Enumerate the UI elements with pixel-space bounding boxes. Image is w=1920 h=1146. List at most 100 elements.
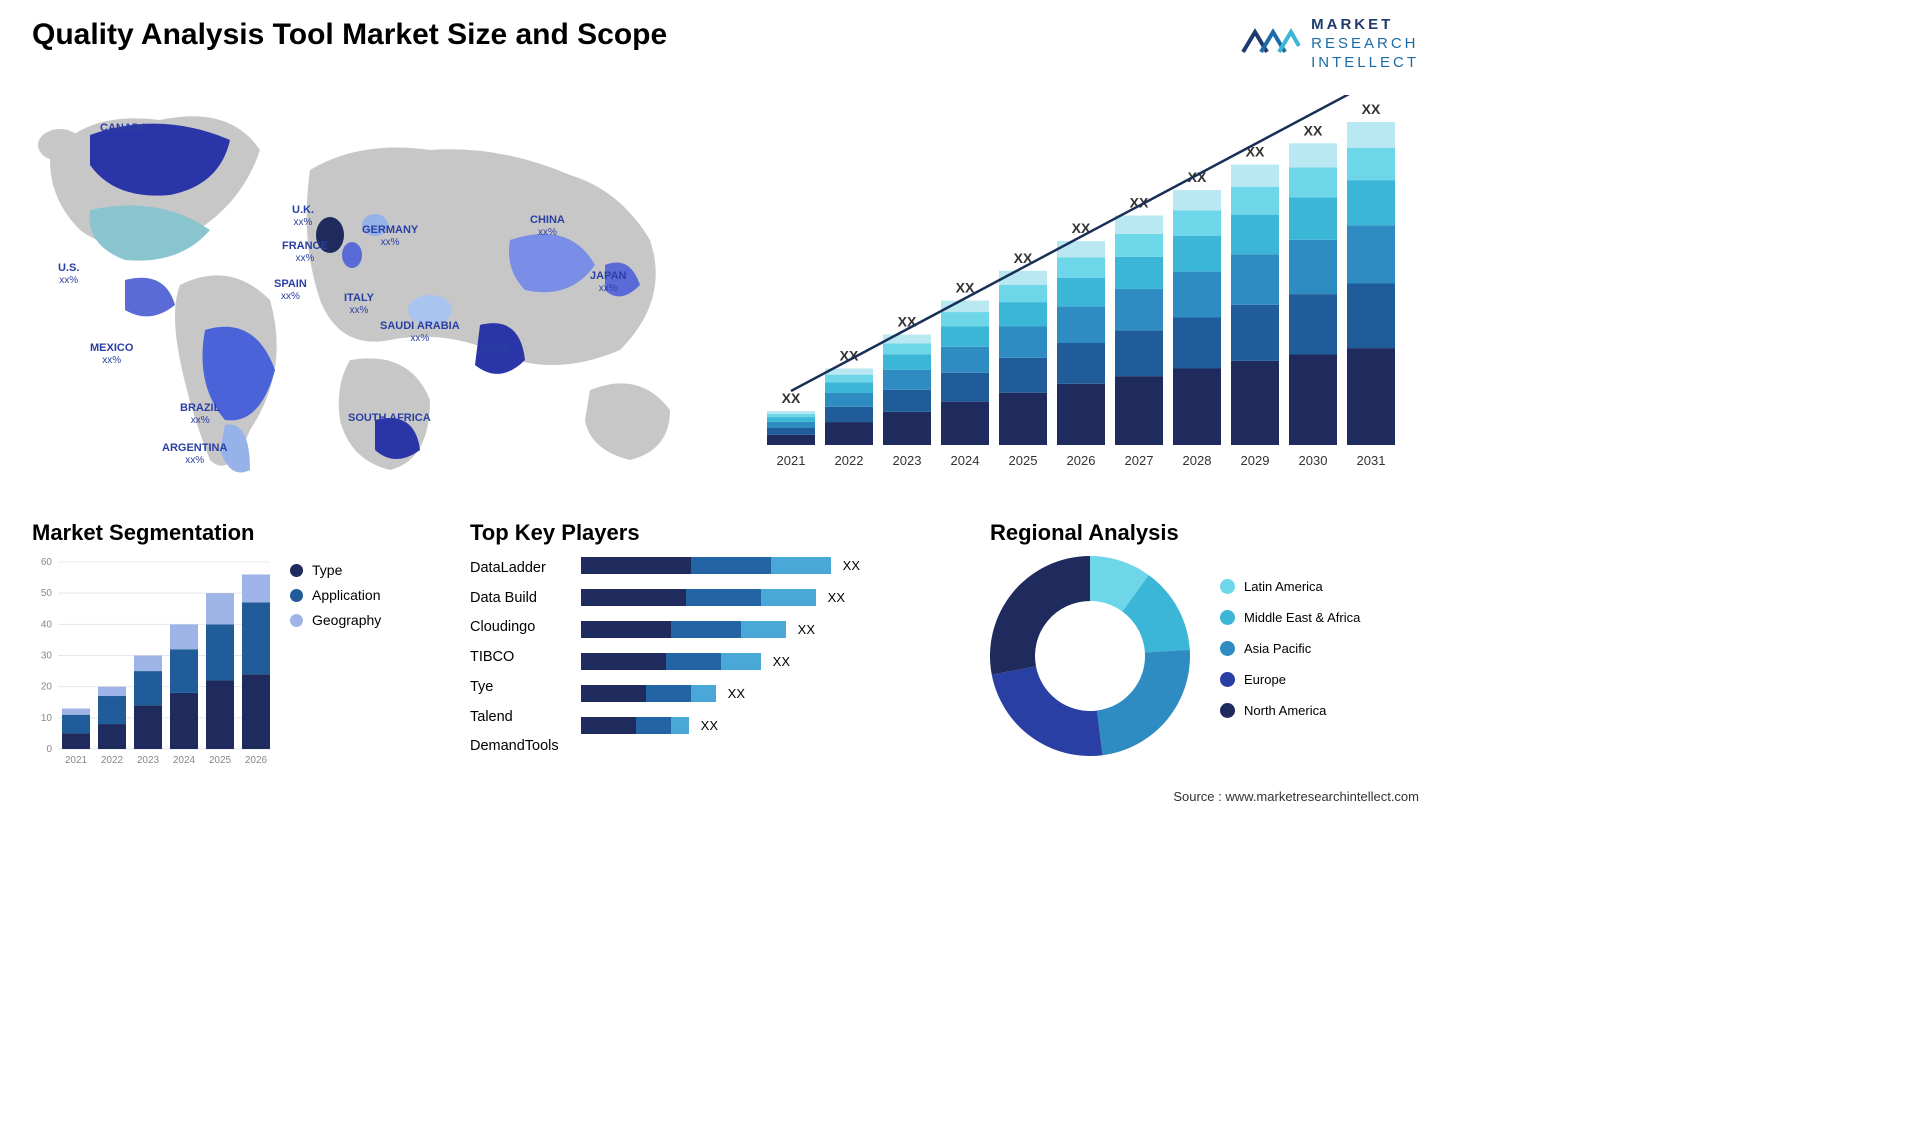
main-bar-segment [999,393,1047,445]
seg-bar-segment [62,715,90,734]
region-legend-item: Europe [1220,672,1360,687]
main-bar-segment [1115,257,1163,289]
map-label-china: CHINAxx% [530,214,565,239]
main-bar-segment [883,354,931,369]
main-bar-segment [1347,122,1395,148]
svg-text:2029: 2029 [1241,453,1270,468]
svg-text:30: 30 [41,651,53,662]
main-bar-segment [1115,234,1163,257]
map-label-brazil: BRAZILxx% [180,402,220,427]
main-bar-segment [941,312,989,326]
donut-slice [992,666,1103,756]
main-bar-segment [1057,241,1105,257]
map-label-south-africa: SOUTH AFRICAxx% [348,412,431,437]
main-bar-segment [767,428,815,435]
main-bar-segment [1231,361,1279,445]
seg-bar-segment [98,724,126,749]
main-bar-segment [1057,257,1105,277]
map-label-argentina: ARGENTINAxx% [162,442,227,467]
svg-text:2025: 2025 [1009,453,1038,468]
key-player-name: Talend [470,703,559,733]
logo-line3: INTELLECT [1311,54,1419,73]
main-bar-segment [1057,343,1105,384]
main-bar-segment [1173,236,1221,272]
svg-text:2030: 2030 [1299,453,1328,468]
regional-title: Regional Analysis [990,520,1430,546]
main-bar-segment [825,382,873,393]
main-bar-segment [825,407,873,422]
key-players-list: DataLadderData BuildCloudingoTIBCOTyeTal… [470,554,559,762]
seg-bar-segment [242,674,270,749]
donut-slice [990,556,1090,675]
main-bar-segment [1289,294,1337,354]
svg-text:2026: 2026 [1067,453,1096,468]
svg-text:XX: XX [782,390,801,406]
map-label-germany: GERMANYxx% [362,224,418,249]
main-bar-segment [941,373,989,402]
main-bar-segment [825,422,873,445]
main-bar-segment [1231,305,1279,361]
main-bar-segment [941,327,989,347]
main-bar-segment [1347,180,1395,225]
main-bar-segment [1173,210,1221,236]
svg-text:10: 10 [41,713,53,724]
svg-text:2022: 2022 [101,755,124,766]
source-attribution: Source : www.marketresearchintellect.com [1173,789,1419,804]
map-label-u-s-: U.S.xx% [58,262,79,287]
main-bar-segment [941,347,989,373]
region-legend-item: North America [1220,703,1360,718]
main-bar-segment [1347,225,1395,283]
key-player-name: DataLadder [470,554,559,584]
main-bar-segment [999,285,1047,302]
svg-text:XX: XX [1246,144,1265,160]
svg-text:2024: 2024 [951,453,980,468]
key-player-bar-row: XX [581,717,980,734]
svg-text:2026: 2026 [245,755,268,766]
main-bar-segment [1115,289,1163,330]
main-bar-segment [1057,306,1105,343]
seg-bar-segment [170,693,198,749]
regional-donut-chart [990,556,1190,756]
main-bar-segment [941,402,989,445]
main-bar-segment [999,358,1047,393]
segmentation-legend: TypeApplicationGeography [290,562,381,637]
segmentation-title: Market Segmentation [32,520,452,546]
svg-text:2027: 2027 [1125,453,1154,468]
main-bar-segment [1289,354,1337,445]
svg-text:XX: XX [898,314,917,330]
main-bar-segment [825,393,873,407]
logo-mark-icon [1241,22,1301,66]
svg-text:0: 0 [46,744,52,755]
seg-bar-segment [170,649,198,693]
svg-text:20: 20 [41,682,53,693]
key-player-name: Cloudingo [470,613,559,643]
key-player-bar-row: XX [581,653,980,670]
seg-legend-item: Geography [290,612,381,628]
main-bar-segment [1057,278,1105,307]
main-bar-segment [999,327,1047,358]
map-label-mexico: MEXICOxx% [90,342,133,367]
map-label-italy: ITALYxx% [344,292,374,317]
main-bar-segment [767,411,815,414]
main-bar-segment [883,412,931,445]
main-bar-segment [767,417,815,422]
main-bar-segment [1115,376,1163,445]
main-bar-segment [1115,330,1163,376]
page-title: Quality Analysis Tool Market Size and Sc… [32,18,667,52]
seg-legend-item: Type [290,562,381,578]
main-growth-chart: XX2021XX2022XX2023XX2024XX2025XX2026XX20… [759,95,1419,480]
svg-text:2022: 2022 [835,453,864,468]
key-player-bar-row: XX [581,557,980,574]
svg-text:2031: 2031 [1357,453,1386,468]
seg-bar-segment [242,603,270,675]
regional-analysis-section: Regional Analysis Latin AmericaMiddle Ea… [990,520,1430,756]
svg-text:2023: 2023 [137,755,160,766]
svg-text:2028: 2028 [1183,453,1212,468]
main-bar-segment [1173,272,1221,318]
logo-line2: RESEARCH [1311,35,1419,54]
seg-bar-segment [134,656,162,672]
main-bar-segment [1173,318,1221,369]
logo-text: MARKET RESEARCH INTELLECT [1311,16,1419,72]
main-bar-segment [1231,165,1279,187]
svg-text:40: 40 [41,619,53,630]
